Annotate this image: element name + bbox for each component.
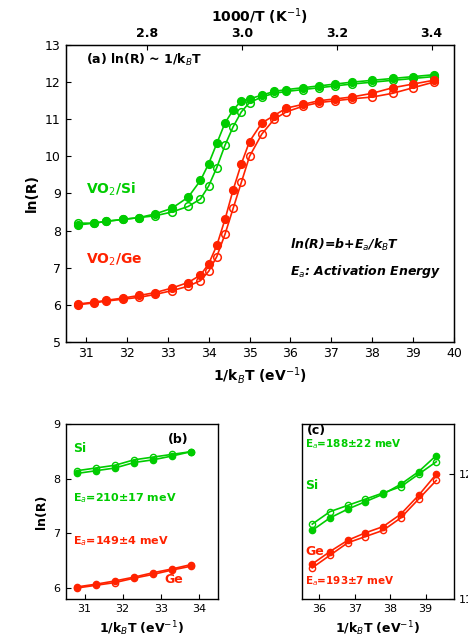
- X-axis label: 1/k$_B$T (eV$^{-1}$): 1/k$_B$T (eV$^{-1}$): [213, 365, 307, 386]
- Text: (c): (c): [307, 424, 326, 437]
- Text: E$_a$=149±4 meV: E$_a$=149±4 meV: [73, 535, 169, 548]
- Text: Si: Si: [73, 442, 86, 455]
- Y-axis label: ln(R): ln(R): [25, 175, 39, 213]
- Text: ln(R)=b+E$_a$/k$_B$T: ln(R)=b+E$_a$/k$_B$T: [291, 237, 400, 253]
- Text: Ge: Ge: [165, 573, 183, 585]
- Text: Si: Si: [305, 479, 318, 492]
- Text: E$_a$=188±22 meV: E$_a$=188±22 meV: [305, 437, 402, 451]
- Text: (b): (b): [168, 433, 189, 446]
- Text: VO$_2$/Si: VO$_2$/Si: [86, 180, 136, 198]
- Text: (a) ln(R) ~ 1/k$_B$T: (a) ln(R) ~ 1/k$_B$T: [86, 52, 202, 68]
- Y-axis label: ln(R): ln(R): [35, 495, 48, 529]
- Text: E$_a$=193±7 meV: E$_a$=193±7 meV: [305, 574, 395, 588]
- Text: VO$_2$/Ge: VO$_2$/Ge: [86, 252, 142, 269]
- X-axis label: 1/k$_B$T (eV$^{-1}$): 1/k$_B$T (eV$^{-1}$): [99, 620, 184, 638]
- X-axis label: 1000/T (K$^{-1}$): 1000/T (K$^{-1}$): [211, 6, 308, 26]
- Text: Ge: Ge: [305, 545, 324, 558]
- Text: E$_a$: Activation Energy: E$_a$: Activation Energy: [291, 263, 442, 280]
- X-axis label: 1/k$_B$T (eV$^{-1}$): 1/k$_B$T (eV$^{-1}$): [336, 620, 420, 638]
- Text: E$_a$=210±17 meV: E$_a$=210±17 meV: [73, 491, 177, 504]
